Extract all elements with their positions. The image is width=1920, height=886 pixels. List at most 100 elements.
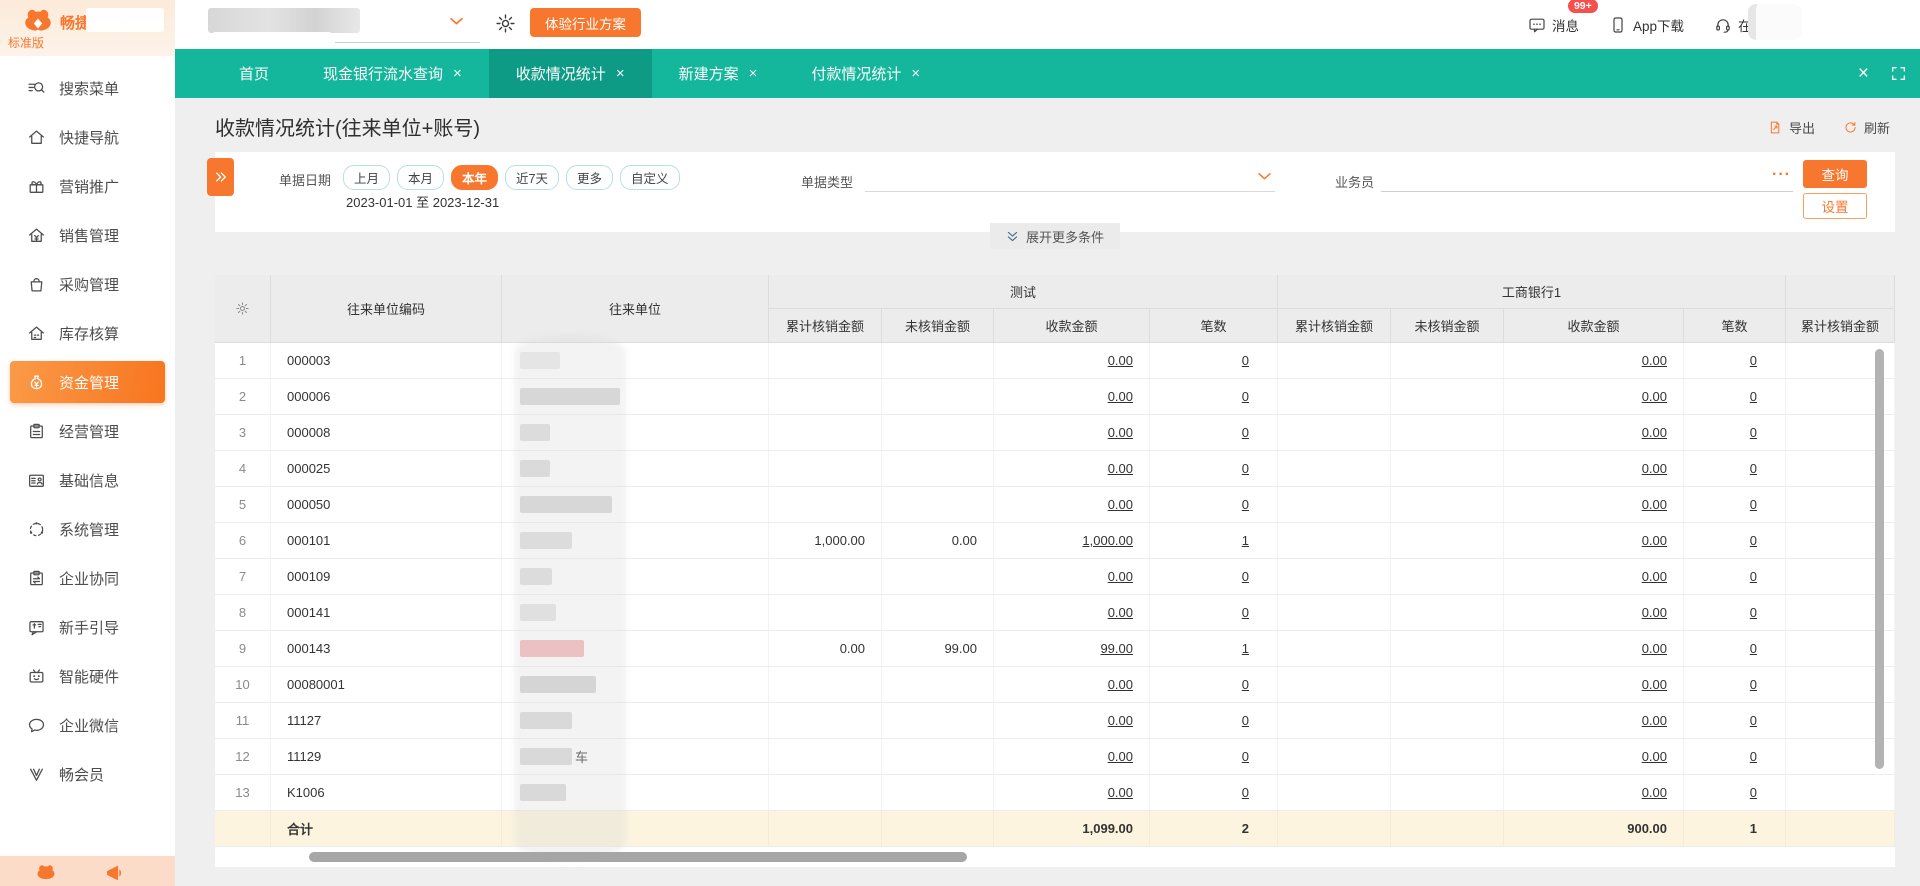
header-written-off[interactable]: 累计核销金额 bbox=[769, 309, 882, 343]
count-link[interactable]: 0 bbox=[1684, 667, 1786, 702]
count-link[interactable]: 1 bbox=[1150, 523, 1278, 558]
received-amount-link[interactable]: 0.00 bbox=[1504, 343, 1684, 378]
sidebar-item-quick-nav[interactable]: 快捷导航 bbox=[0, 113, 175, 162]
tab[interactable]: 首页 bbox=[212, 49, 296, 98]
export-button[interactable]: 导出 bbox=[1768, 118, 1815, 137]
count-link[interactable]: 0 bbox=[1684, 595, 1786, 630]
more-options-dots[interactable]: ··· bbox=[1772, 166, 1791, 183]
count-link[interactable]: 0 bbox=[1150, 343, 1278, 378]
header-unit-code[interactable]: 往来单位编码 bbox=[271, 275, 502, 343]
app-download-button[interactable]: App下载 bbox=[1609, 15, 1684, 35]
date-pill[interactable]: 更多 bbox=[566, 165, 614, 190]
received-amount-link[interactable]: 0.00 bbox=[1504, 451, 1684, 486]
count-link[interactable]: 0 bbox=[1150, 667, 1278, 702]
collapse-filter-button[interactable] bbox=[207, 158, 234, 196]
expand-more-conditions-button[interactable]: 展开更多条件 bbox=[989, 223, 1121, 249]
chevron-down-icon[interactable] bbox=[450, 17, 463, 26]
count-link[interactable]: 1 bbox=[1150, 631, 1278, 666]
received-amount-link[interactable]: 0.00 bbox=[994, 451, 1150, 486]
received-amount-link[interactable]: 0.00 bbox=[994, 703, 1150, 738]
received-amount-link[interactable]: 0.00 bbox=[994, 667, 1150, 702]
received-amount-link[interactable]: 0.00 bbox=[1504, 775, 1684, 810]
column-settings-cell[interactable] bbox=[215, 275, 271, 343]
query-button[interactable]: 查询 bbox=[1803, 160, 1867, 188]
count-link[interactable]: 0 bbox=[1684, 379, 1786, 414]
count-link[interactable]: 0 bbox=[1150, 703, 1278, 738]
sidebar-item-wechat-work[interactable]: 企业微信 bbox=[0, 701, 175, 750]
count-link[interactable]: 0 bbox=[1150, 451, 1278, 486]
count-link[interactable]: 0 bbox=[1150, 775, 1278, 810]
received-amount-link[interactable]: 0.00 bbox=[1504, 379, 1684, 414]
count-link[interactable]: 0 bbox=[1684, 451, 1786, 486]
date-pill[interactable]: 本年 bbox=[451, 165, 499, 190]
header-count[interactable]: 笔数 bbox=[1684, 309, 1786, 343]
tab[interactable]: 新建方案 × bbox=[652, 49, 785, 98]
count-link[interactable]: 0 bbox=[1684, 703, 1786, 738]
sidebar-item-purchase[interactable]: 采购管理 bbox=[0, 260, 175, 309]
sidebar-item-member[interactable]: 畅会员 bbox=[0, 750, 175, 799]
count-link[interactable]: 0 bbox=[1150, 415, 1278, 450]
date-pill[interactable]: 近7天 bbox=[505, 165, 559, 190]
header-received-amount[interactable]: 收款金额 bbox=[994, 309, 1150, 343]
header-count[interactable]: 笔数 bbox=[1150, 309, 1278, 343]
count-link[interactable]: 0 bbox=[1150, 379, 1278, 414]
sidebar-item-marketing[interactable]: 营销推广 bbox=[0, 162, 175, 211]
count-link[interactable]: 0 bbox=[1684, 487, 1786, 522]
tab-close-icon[interactable]: × bbox=[911, 65, 921, 82]
megaphone-icon[interactable] bbox=[104, 862, 126, 884]
messages-button[interactable]: 消息 99+ bbox=[1528, 0, 1598, 35]
count-link[interactable]: 0 bbox=[1684, 775, 1786, 810]
company-name-redacted[interactable] bbox=[208, 8, 360, 33]
count-link[interactable]: 0 bbox=[1150, 739, 1278, 774]
received-amount-link[interactable]: 0.00 bbox=[1504, 559, 1684, 594]
received-amount-link[interactable]: 0.00 bbox=[994, 415, 1150, 450]
received-amount-link[interactable]: 0.00 bbox=[1504, 487, 1684, 522]
tab-close-icon[interactable]: × bbox=[615, 65, 625, 82]
received-amount-link[interactable]: 0.00 bbox=[994, 595, 1150, 630]
fullscreen-icon[interactable] bbox=[1891, 66, 1906, 81]
date-pill[interactable]: 本月 bbox=[397, 165, 445, 190]
doc-type-select[interactable] bbox=[865, 162, 1275, 192]
received-amount-link[interactable]: 0.00 bbox=[994, 775, 1150, 810]
received-amount-link[interactable]: 0.00 bbox=[1504, 739, 1684, 774]
sidebar-item-system[interactable]: 系统管理 bbox=[0, 505, 175, 554]
received-amount-link[interactable]: 0.00 bbox=[1504, 631, 1684, 666]
header-written-off[interactable]: 累计核销金额 bbox=[1278, 309, 1391, 343]
count-link[interactable]: 0 bbox=[1150, 595, 1278, 630]
sidebar-item-basic-info[interactable]: 基础信息 bbox=[0, 456, 175, 505]
received-amount-link[interactable]: 0.00 bbox=[994, 739, 1150, 774]
count-link[interactable]: 0 bbox=[1684, 739, 1786, 774]
count-link[interactable]: 0 bbox=[1684, 523, 1786, 558]
received-amount-link[interactable]: 0.00 bbox=[994, 379, 1150, 414]
date-pill[interactable]: 自定义 bbox=[620, 165, 680, 190]
received-amount-link[interactable]: 1,000.00 bbox=[994, 523, 1150, 558]
received-amount-link[interactable]: 0.00 bbox=[994, 559, 1150, 594]
sidebar-item-search-menu[interactable]: 搜索菜单 bbox=[0, 64, 175, 113]
received-amount-link[interactable]: 0.00 bbox=[994, 487, 1150, 522]
tab-close-icon[interactable]: × bbox=[453, 65, 462, 82]
tab[interactable]: 付款情况统计 × bbox=[784, 49, 947, 98]
received-amount-link[interactable]: 0.00 bbox=[1504, 415, 1684, 450]
date-pill[interactable]: 上月 bbox=[343, 165, 391, 190]
close-icon[interactable]: × bbox=[1857, 62, 1869, 84]
tab[interactable]: 现金银行流水查询 × bbox=[296, 49, 489, 98]
header-unit-name[interactable]: 往来单位 bbox=[502, 275, 769, 343]
gear-icon[interactable] bbox=[495, 13, 516, 34]
horizontal-scrollbar[interactable] bbox=[309, 852, 967, 862]
received-amount-link[interactable]: 0.00 bbox=[1504, 667, 1684, 702]
count-link[interactable]: 0 bbox=[1684, 415, 1786, 450]
settings-button[interactable]: 设置 bbox=[1803, 193, 1867, 219]
salesman-input[interactable]: ··· bbox=[1381, 162, 1793, 192]
received-amount-link[interactable]: 0.00 bbox=[1504, 523, 1684, 558]
sidebar-item-collaboration[interactable]: 企业协同 bbox=[0, 554, 175, 603]
count-link[interactable]: 0 bbox=[1684, 631, 1786, 666]
received-amount-link[interactable]: 99.00 bbox=[994, 631, 1150, 666]
refresh-button[interactable]: 刷新 bbox=[1843, 118, 1890, 137]
header-unwritten-off[interactable]: 未核销金额 bbox=[882, 309, 994, 343]
trial-solution-button[interactable]: 体验行业方案 bbox=[530, 8, 641, 37]
header-unwritten-off[interactable]: 未核销金额 bbox=[1391, 309, 1504, 343]
received-amount-link[interactable]: 0.00 bbox=[994, 343, 1150, 378]
vertical-scrollbar[interactable] bbox=[1875, 349, 1884, 769]
sidebar-item-operations[interactable]: 经营管理 bbox=[0, 407, 175, 456]
header-received-amount[interactable]: 收款金额 bbox=[1504, 309, 1684, 343]
